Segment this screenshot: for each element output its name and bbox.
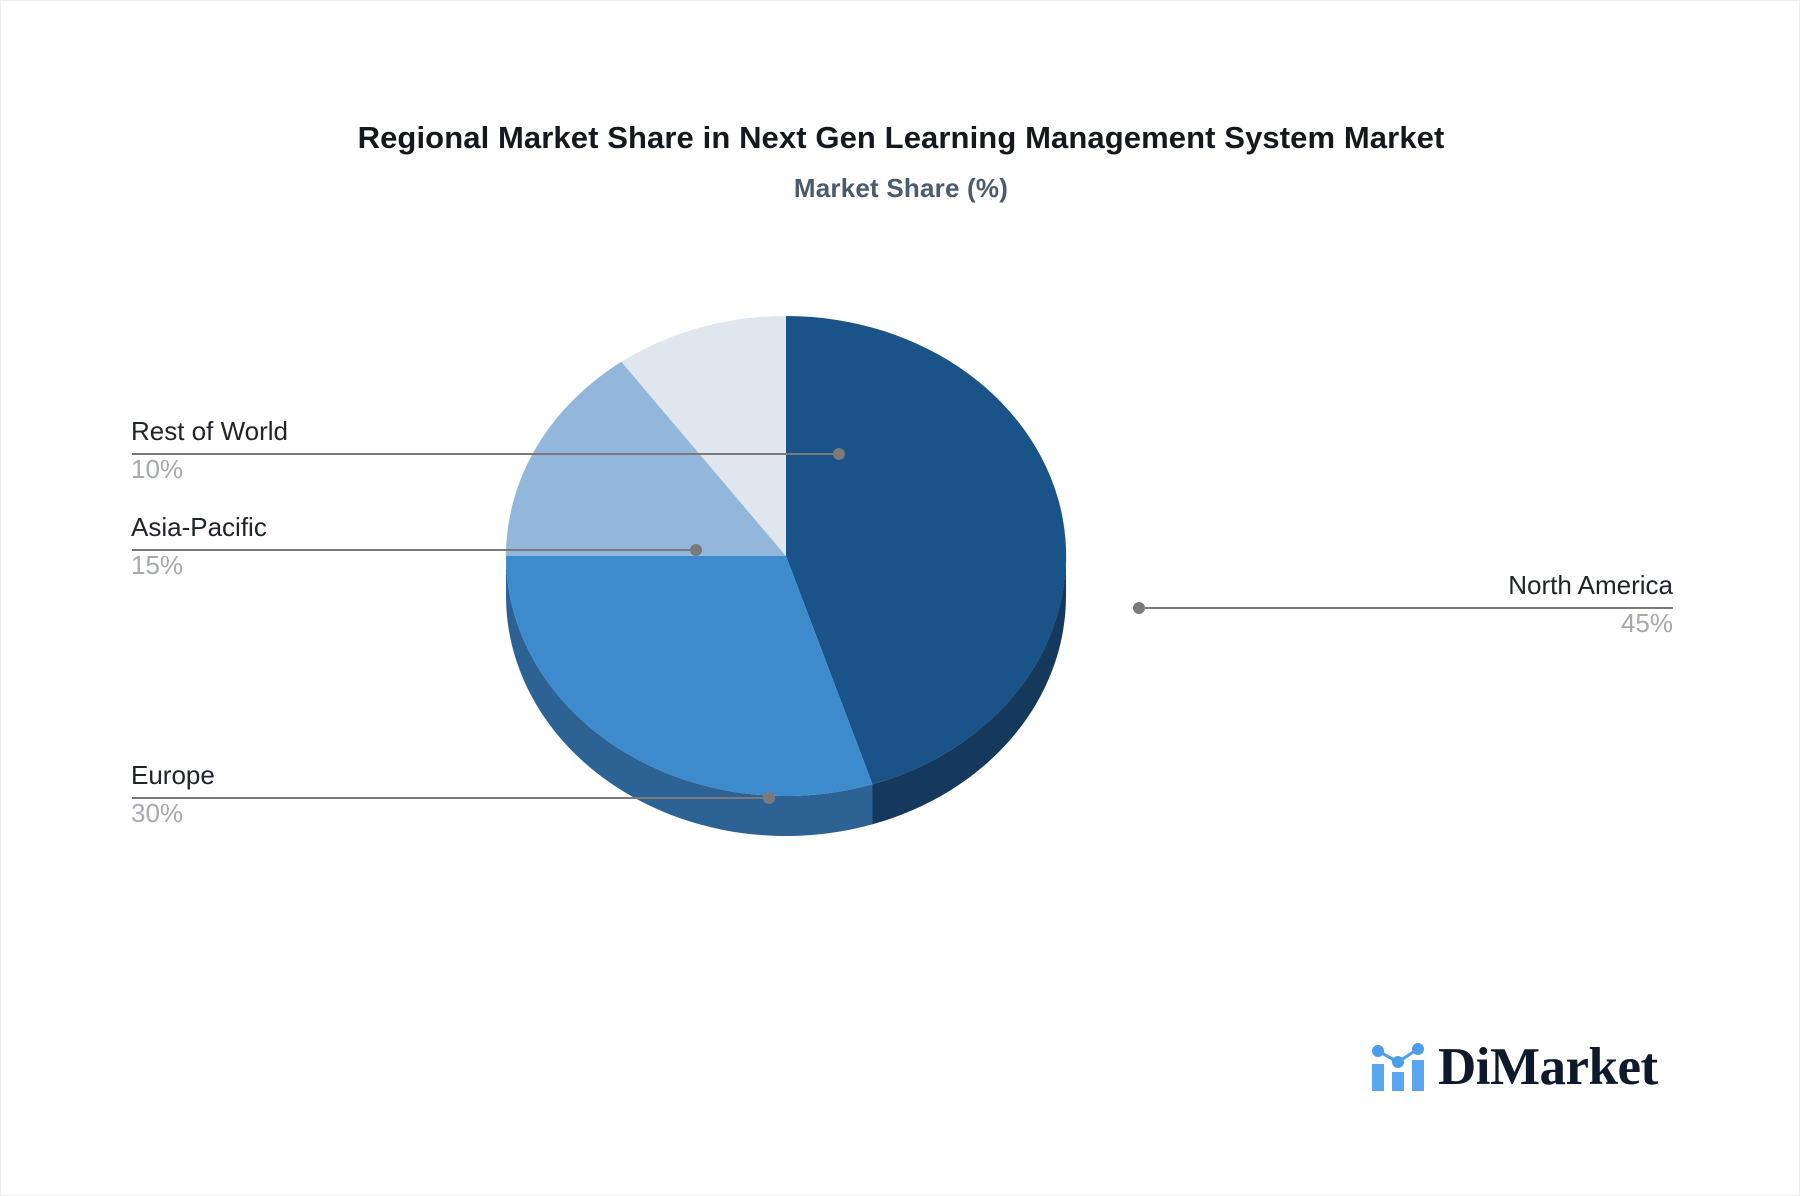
callout-value: 10%	[131, 453, 184, 484]
callout-label: Asia-Pacific	[131, 512, 267, 542]
callout-rest-of-world: Rest of World 10%	[131, 416, 691, 484]
callout-value: 45%	[1620, 607, 1673, 638]
pie-side-north-america	[872, 556, 1066, 825]
callout-asia-pacific: Asia-Pacific 15%	[131, 512, 691, 580]
leader-dot-europe	[763, 792, 775, 804]
callout-value: 15%	[131, 549, 184, 580]
callout-europe: Europe 30%	[131, 760, 691, 828]
brand-logo: DiMarket	[1369, 1041, 1658, 1094]
pie-slice-rest-of-world[interactable]	[621, 316, 786, 556]
pie-slice-north-america[interactable]	[786, 315, 1067, 785]
brand-name: DiMarket	[1438, 1038, 1658, 1096]
leader-lines	[132, 448, 1673, 804]
pie-slice-asia-pacific[interactable]	[506, 361, 786, 556]
callout-label: Rest of World	[131, 416, 289, 446]
callout-north-america: North America 45%	[1101, 570, 1673, 638]
bar-chart-dots-icon	[1372, 1042, 1424, 1091]
pie-depth-walls	[505, 556, 1066, 837]
callout-value: 30%	[131, 797, 184, 828]
chart-subtitle: Market Share (%)	[793, 172, 1009, 203]
pie-slice-europe[interactable]	[505, 556, 873, 797]
pie-side-europe	[505, 556, 873, 837]
leader-dot-rest-of-world	[833, 448, 845, 460]
page-title: Regional Market Share in Next Gen Learni…	[357, 120, 1445, 155]
callout-label: Europe	[131, 760, 215, 790]
leader-dot-asia-pacific	[690, 544, 702, 556]
title-block: Regional Market Share in Next Gen Learni…	[1, 119, 1799, 204]
leader-dot-north-america	[1133, 602, 1145, 614]
callout-label: North America	[1508, 570, 1673, 600]
pie-top-face	[505, 315, 1067, 797]
